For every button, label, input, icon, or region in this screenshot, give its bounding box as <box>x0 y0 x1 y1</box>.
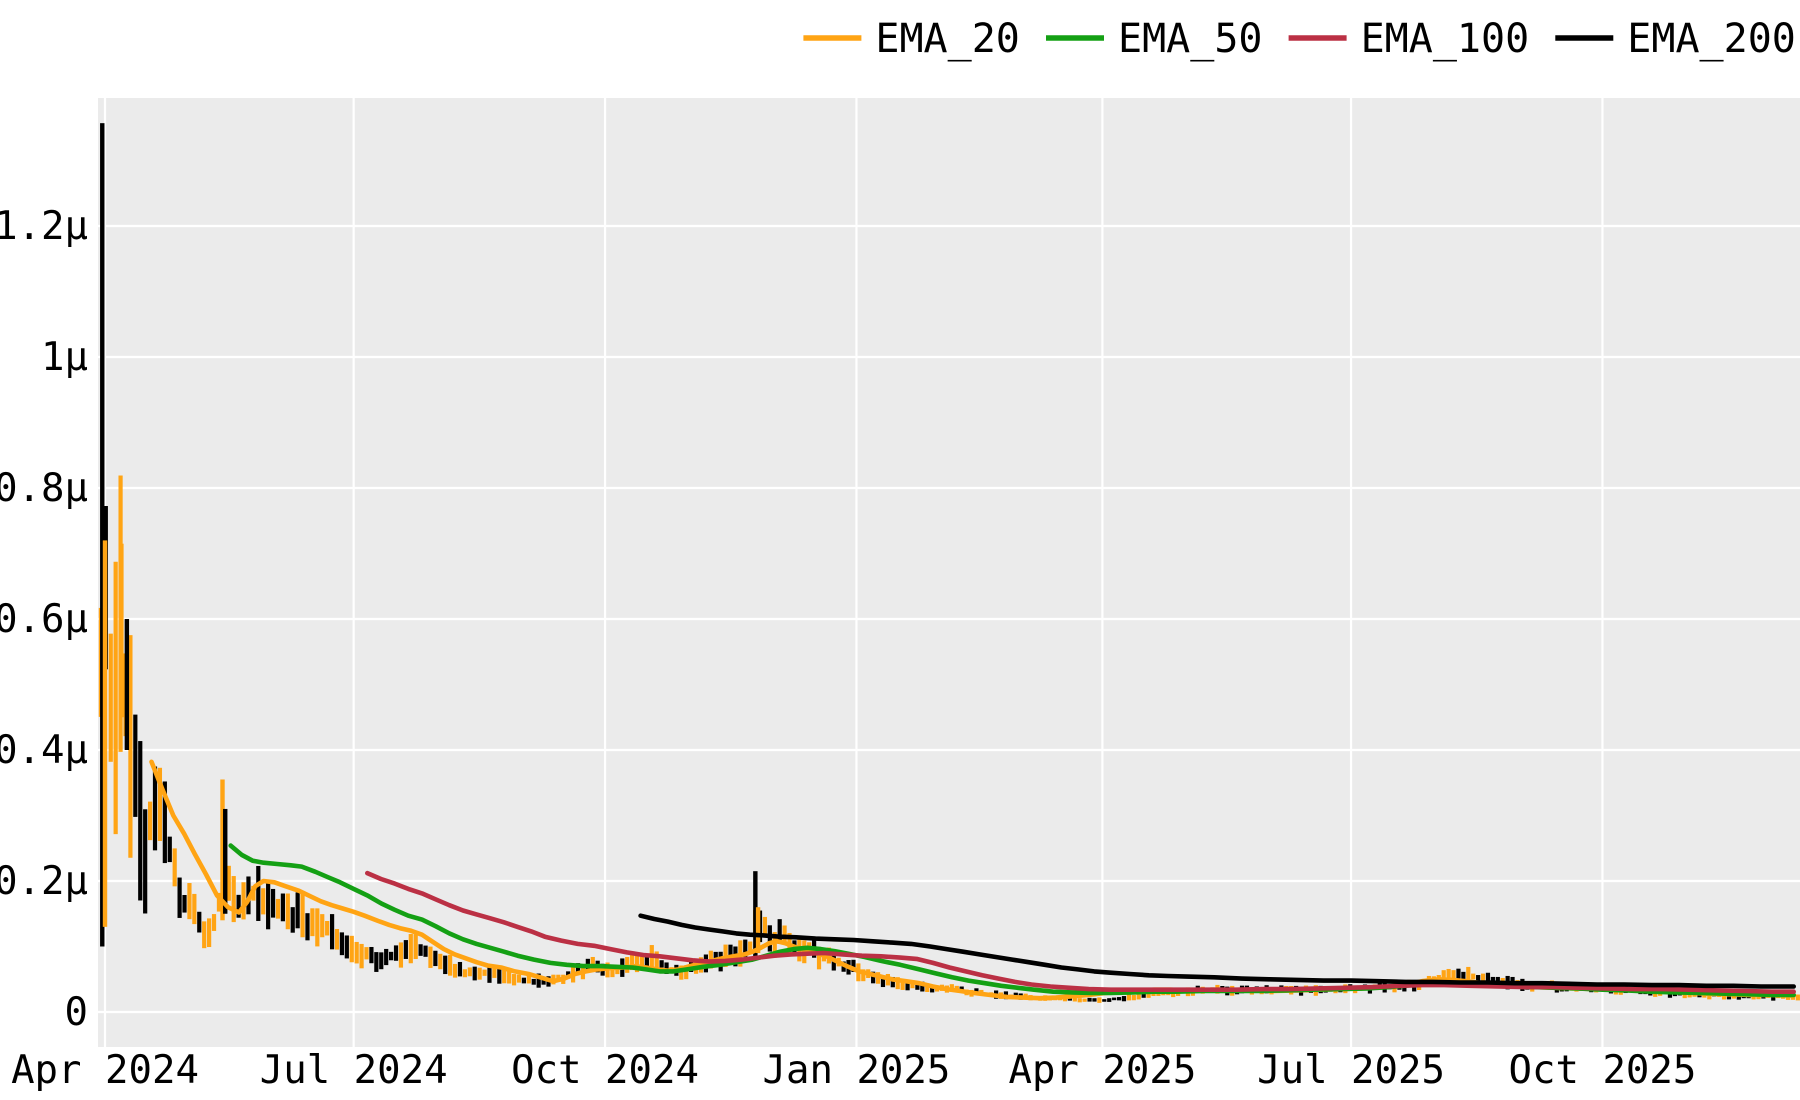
svg-text:0.6µ: 0.6µ <box>0 597 88 642</box>
legend-label-ema-200: EMA_200 <box>1627 16 1796 62</box>
price-wicks <box>100 123 761 957</box>
legend-label-ema-100: EMA_100 <box>1361 16 1530 62</box>
svg-text:1µ: 1µ <box>41 335 88 380</box>
plot-background <box>98 98 1800 1047</box>
svg-text:0.2µ: 0.2µ <box>0 859 88 904</box>
svg-text:Jul 2024: Jul 2024 <box>260 1048 448 1093</box>
y-axis-labels: 0 0.2µ 0.4µ 0.6µ 0.8µ 1µ 1.2µ <box>0 204 88 1035</box>
svg-text:Apr 2025: Apr 2025 <box>1008 1048 1196 1093</box>
svg-text:Oct 2024: Oct 2024 <box>511 1048 699 1093</box>
svg-text:0.8µ: 0.8µ <box>0 466 88 511</box>
x-axis-labels: Apr 2024 Jul 2024 Oct 2024 Jan 2025 Apr 2025… <box>11 1048 1696 1093</box>
ema-lines <box>149 759 1796 1001</box>
svg-text:Oct 2025: Oct 2025 <box>1509 1048 1697 1093</box>
legend-label-ema-50: EMA_50 <box>1118 16 1263 62</box>
legend: EMA_200 EMA_100 EMA_50 EMA_20 <box>803 16 1796 62</box>
svg-text:Jul 2025: Jul 2025 <box>1257 1048 1445 1093</box>
svg-text:0: 0 <box>65 990 88 1035</box>
ema-line-ema-100 <box>364 870 1796 995</box>
gridlines <box>98 98 1800 1047</box>
legend-label-ema-20: EMA_20 <box>875 16 1020 62</box>
svg-text:1.2µ: 1.2µ <box>0 204 88 249</box>
svg-text:Apr 2024: Apr 2024 <box>11 1048 199 1093</box>
ema-line-ema-200 <box>638 913 1796 989</box>
svg-text:0.4µ: 0.4µ <box>0 728 88 773</box>
svg-text:Jan 2025: Jan 2025 <box>763 1048 951 1093</box>
